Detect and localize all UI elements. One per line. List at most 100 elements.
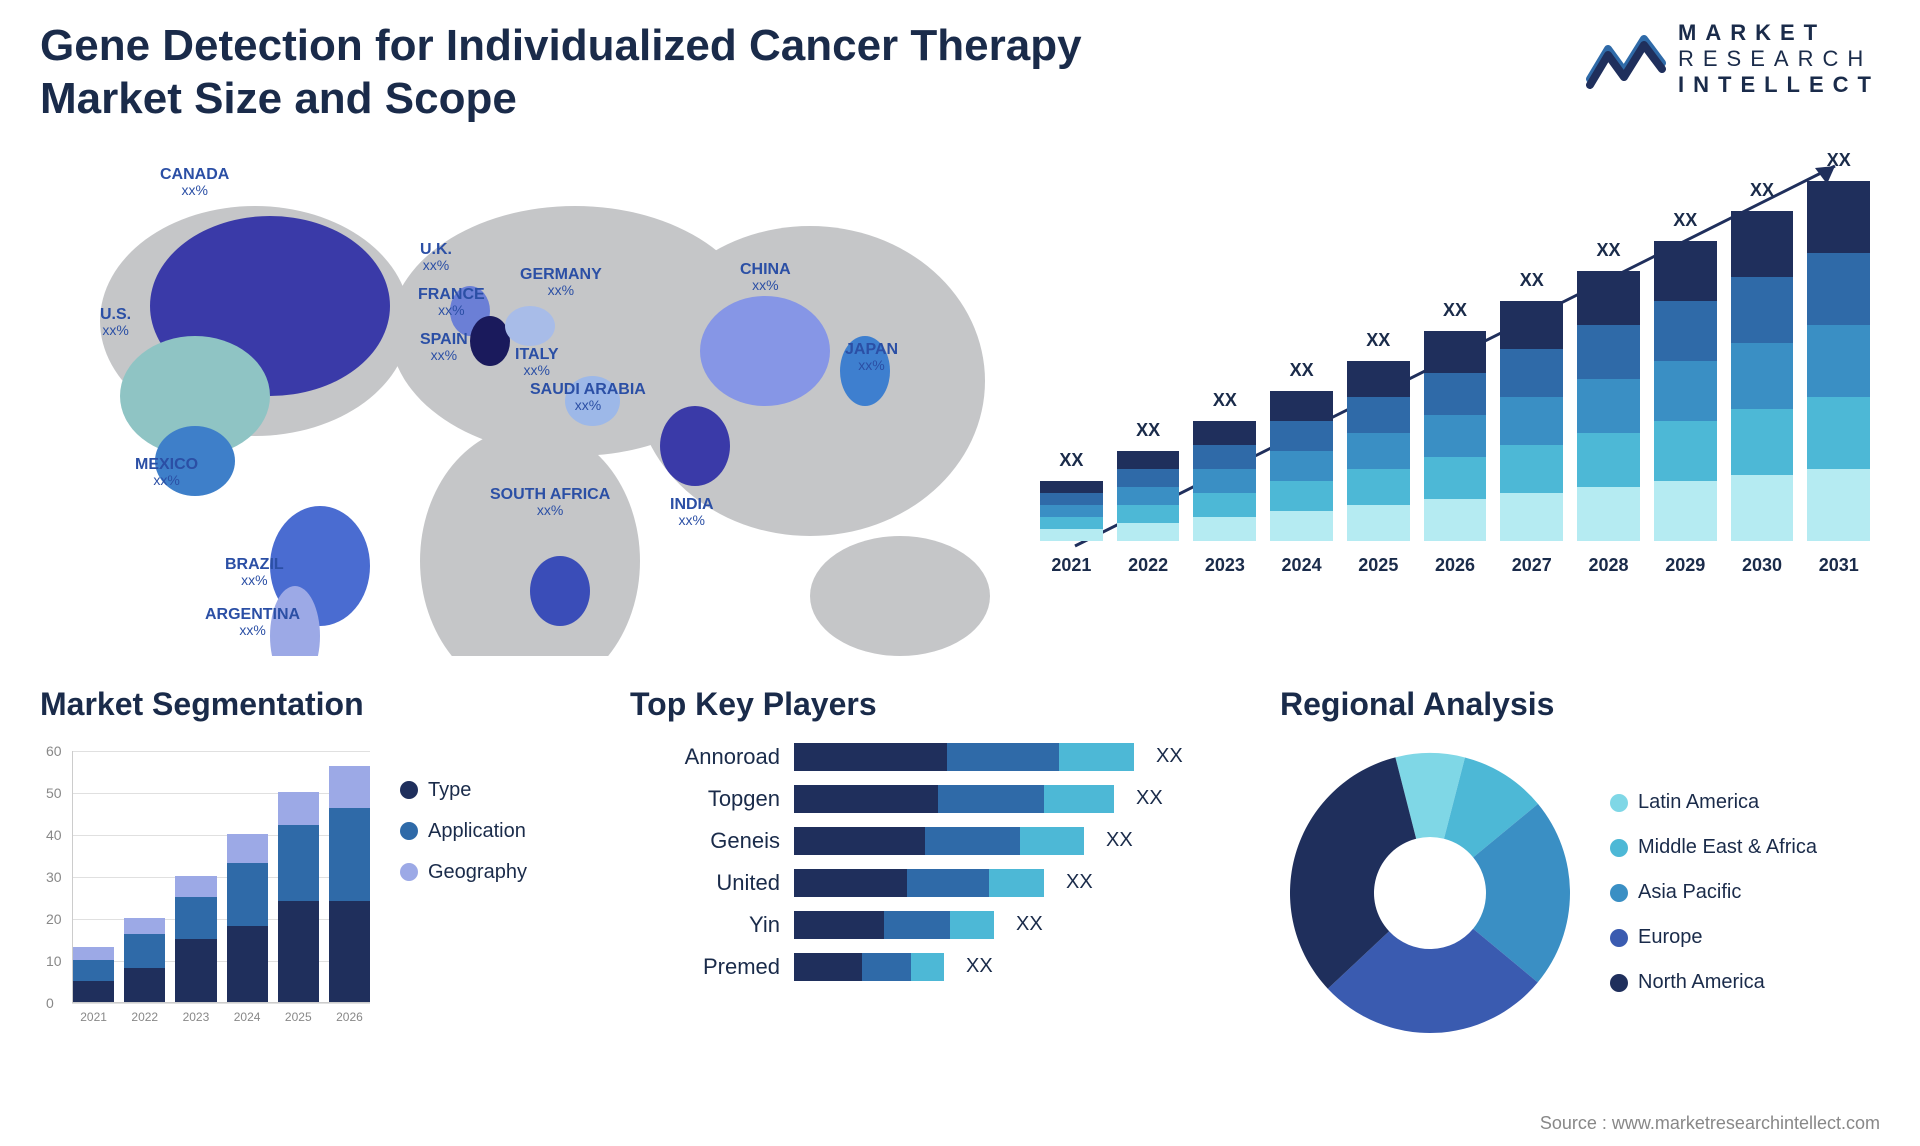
forecast-bar-label: XX bbox=[1520, 270, 1544, 291]
map-label-italy: ITALYxx% bbox=[515, 346, 559, 379]
logo-text: MARKET RESEARCH INTELLECT bbox=[1678, 20, 1880, 98]
forecast-bar-2031: XX 2031 bbox=[1807, 150, 1870, 576]
player-value: XX bbox=[1156, 745, 1183, 768]
forecast-bar-2023: XX 2023 bbox=[1193, 390, 1256, 576]
player-row-premed: Premed XX bbox=[640, 953, 1250, 981]
forecast-year-label: 2030 bbox=[1742, 555, 1782, 576]
seg-bar-2024: 2024 bbox=[227, 834, 268, 1002]
segmentation-title: Market Segmentation bbox=[40, 686, 600, 723]
forecast-year-label: 2028 bbox=[1588, 555, 1628, 576]
region-legend-item: Middle East & Africa bbox=[1610, 836, 1817, 859]
regional-donut bbox=[1280, 743, 1580, 1043]
seg-year-label: 2022 bbox=[124, 1010, 165, 1024]
forecast-bar-2022: XX 2022 bbox=[1117, 420, 1180, 576]
bottom-row: Market Segmentation 01020304050602021202… bbox=[40, 686, 1880, 1043]
seg-year-label: 2026 bbox=[329, 1010, 370, 1024]
seg-y-tick: 10 bbox=[46, 953, 62, 969]
segmentation-panel: Market Segmentation 01020304050602021202… bbox=[40, 686, 600, 1043]
forecast-bar-2025: XX 2025 bbox=[1347, 330, 1410, 576]
forecast-bar-2024: XX2024 bbox=[1270, 360, 1333, 576]
player-value: XX bbox=[1106, 829, 1133, 852]
header: Gene Detection for Individualized Cancer… bbox=[40, 20, 1880, 126]
seg-bar-2025: 2025 bbox=[278, 792, 319, 1002]
seg-legend-item: Geography bbox=[400, 861, 527, 884]
region-legend-item: Latin America bbox=[1610, 791, 1817, 814]
world-map: CANADAxx% U.S.xx% MEXICOxx% BRAZILxx% ARGENT… bbox=[40, 136, 1000, 656]
forecast-bar-label: XX bbox=[1136, 420, 1160, 441]
player-value: XX bbox=[966, 955, 993, 978]
players-chart: AnnoroadXXTopgenXXGeneisXXUnitedXXYinXXP… bbox=[630, 743, 1250, 981]
world-map-svg bbox=[40, 136, 1000, 656]
region-legend-item: Europe bbox=[1610, 926, 1817, 949]
forecast-bar-2026: XX2026 bbox=[1424, 300, 1487, 576]
player-row-topgen: TopgenXX bbox=[640, 785, 1250, 813]
map-label-south-africa: SOUTH AFRICAxx% bbox=[490, 486, 610, 519]
player-row-geneis: GeneisXX bbox=[640, 827, 1250, 855]
logo: MARKET RESEARCH INTELLECT bbox=[1586, 20, 1880, 98]
forecast-bar-label: XX bbox=[1750, 180, 1774, 201]
forecast-bar-2030: XX 2030 bbox=[1731, 180, 1794, 576]
map-label-japan: JAPANxx% bbox=[845, 341, 898, 374]
segmentation-chart: 0102030405060202120222023202420252026 bbox=[40, 743, 370, 1033]
map-label-canada: CANADAxx% bbox=[160, 166, 229, 199]
map-label-india: INDIAxx% bbox=[670, 496, 714, 529]
logo-line-2: RESEARCH bbox=[1678, 46, 1880, 72]
forecast-bar-2029: XX 2029 bbox=[1654, 210, 1717, 576]
forecast-year-label: 2025 bbox=[1358, 555, 1398, 576]
player-name: Premed bbox=[640, 954, 780, 980]
forecast-year-label: 2021 bbox=[1051, 555, 1091, 576]
player-row-united: UnitedXX bbox=[640, 869, 1250, 897]
map-label-mexico: MEXICOxx% bbox=[135, 456, 198, 489]
forecast-year-label: 2026 bbox=[1435, 555, 1475, 576]
player-row-yin: YinXX bbox=[640, 911, 1250, 939]
forecast-bar-label: XX bbox=[1213, 390, 1237, 411]
seg-year-label: 2025 bbox=[278, 1010, 319, 1024]
regional-panel: Regional Analysis Latin AmericaMiddle Ea… bbox=[1280, 686, 1880, 1043]
map-label-u-s-: U.S.xx% bbox=[100, 306, 131, 339]
player-name: United bbox=[640, 870, 780, 896]
seg-y-tick: 40 bbox=[46, 827, 62, 843]
logo-icon bbox=[1586, 29, 1666, 89]
player-name: Annoroad bbox=[640, 744, 780, 770]
seg-year-label: 2023 bbox=[175, 1010, 216, 1024]
seg-legend-item: Application bbox=[400, 820, 527, 843]
forecast-year-label: 2022 bbox=[1128, 555, 1168, 576]
map-label-brazil: BRAZILxx% bbox=[225, 556, 284, 589]
map-label-argentina: ARGENTINAxx% bbox=[205, 606, 300, 639]
map-label-germany: GERMANYxx% bbox=[520, 266, 602, 299]
forecast-bar-label: XX bbox=[1597, 240, 1621, 261]
players-title: Top Key Players bbox=[630, 686, 1250, 723]
player-value: XX bbox=[1016, 913, 1043, 936]
region-legend-item: Asia Pacific bbox=[1610, 881, 1817, 904]
forecast-bar-2028: XX 2028 bbox=[1577, 240, 1640, 576]
forecast-year-label: 2023 bbox=[1205, 555, 1245, 576]
seg-y-tick: 0 bbox=[46, 995, 54, 1011]
map-label-china: CHINAxx% bbox=[740, 261, 791, 294]
source-attribution: Source : www.marketresearchintellect.com bbox=[1540, 1113, 1880, 1134]
map-label-saudi-arabia: SAUDI ARABIAxx% bbox=[530, 381, 646, 414]
seg-year-label: 2021 bbox=[73, 1010, 114, 1024]
page-title: Gene Detection for Individualized Cancer… bbox=[40, 20, 1140, 126]
forecast-bar-label: XX bbox=[1673, 210, 1697, 231]
forecast-bar-label: XX bbox=[1827, 150, 1851, 171]
forecast-year-label: 2029 bbox=[1665, 555, 1705, 576]
forecast-year-label: 2027 bbox=[1512, 555, 1552, 576]
player-row-annoroad: Annoroad XX bbox=[640, 743, 1250, 771]
regional-legend: Latin America Middle East & Africa Asia Pa… bbox=[1610, 791, 1817, 994]
player-name: Topgen bbox=[640, 786, 780, 812]
forecast-year-label: 2031 bbox=[1819, 555, 1859, 576]
logo-line-3: INTELLECT bbox=[1678, 72, 1880, 98]
seg-year-label: 2024 bbox=[227, 1010, 268, 1024]
forecast-chart: XX2021XX2022XX2023XX2024XX2025XX2026XX20… bbox=[1030, 136, 1880, 656]
seg-bar-2026: 2026 bbox=[329, 766, 370, 1001]
top-row: CANADAxx% U.S.xx% MEXICOxx% BRAZILxx% ARGENT… bbox=[40, 136, 1880, 656]
map-label-france: FRANCExx% bbox=[418, 286, 485, 319]
forecast-bar-label: XX bbox=[1366, 330, 1390, 351]
map-label-u-k-: U.K.xx% bbox=[420, 241, 452, 274]
seg-bar-2021: 2021 bbox=[73, 947, 114, 1002]
seg-bar-2023: 2023 bbox=[175, 876, 216, 1002]
seg-legend-item: Type bbox=[400, 779, 527, 802]
seg-y-tick: 30 bbox=[46, 869, 62, 885]
seg-y-tick: 60 bbox=[46, 743, 62, 759]
forecast-bar-2027: XX 2027 bbox=[1500, 270, 1563, 576]
